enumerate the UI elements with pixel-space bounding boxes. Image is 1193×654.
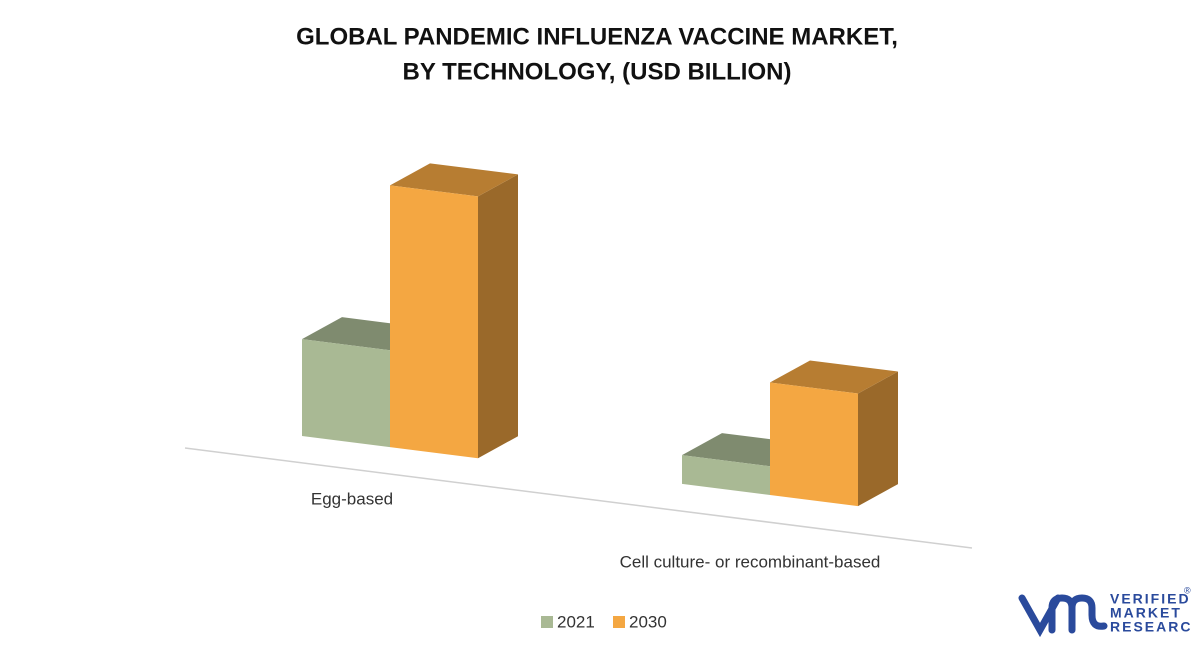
bar-top xyxy=(770,360,898,394)
bar-side xyxy=(478,174,518,459)
bar xyxy=(770,360,898,507)
bar-front xyxy=(770,382,858,507)
chart-title: GLOBAL PANDEMIC INFLUENZA VACCINE MARKET… xyxy=(296,23,898,50)
bar xyxy=(390,163,518,459)
logo-icon xyxy=(1018,594,1108,638)
logo: VERIFIED MARKET RESEARCH ® xyxy=(1018,585,1193,638)
bar-front xyxy=(302,339,390,448)
x-tick-label: Cell culture- or recombinant‑based xyxy=(620,552,881,571)
logo-text: RESEARCH xyxy=(1110,619,1193,635)
legend-label: 2021 xyxy=(557,612,595,631)
logo-registered: ® xyxy=(1184,585,1191,595)
bar-top xyxy=(390,163,518,197)
x-tick-label: Egg-based xyxy=(311,489,393,508)
floor-line xyxy=(184,447,973,549)
legend-swatch xyxy=(541,616,553,628)
logo-text: MARKET xyxy=(1110,605,1182,621)
legend-swatch xyxy=(613,616,625,628)
bar-front xyxy=(682,455,770,496)
bar-front xyxy=(390,185,478,459)
legend-label: 2030 xyxy=(629,612,667,631)
logo-text: VERIFIED xyxy=(1110,591,1191,607)
bar-side xyxy=(858,371,898,507)
chart-title: BY TECHNOLOGY, (USD BILLION) xyxy=(403,58,792,85)
